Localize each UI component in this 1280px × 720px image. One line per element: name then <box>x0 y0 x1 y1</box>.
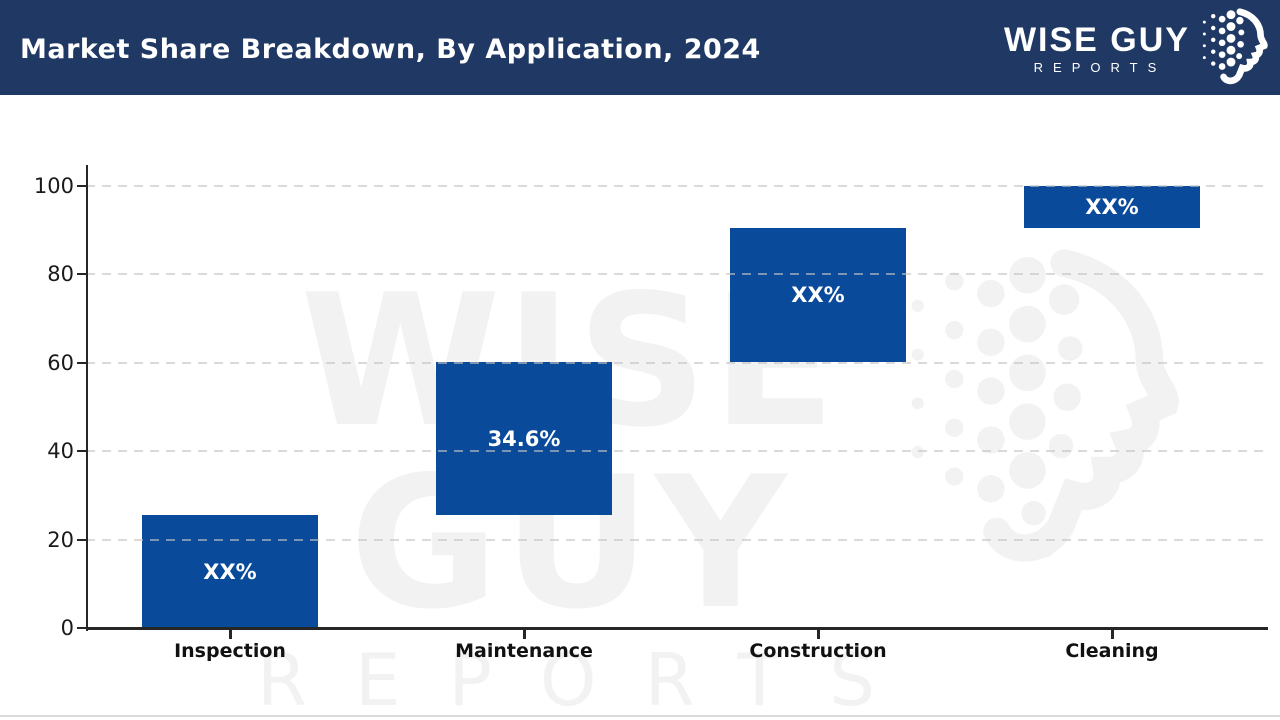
x-axis-tick <box>1111 630 1114 639</box>
y-axis-tick <box>77 361 86 364</box>
y-axis-tick <box>77 450 86 453</box>
bar: XX% <box>142 515 318 628</box>
footer-divider <box>0 715 1280 717</box>
y-axis-line <box>86 165 88 631</box>
logo-head-icon <box>1202 8 1268 85</box>
bar-value-label: XX% <box>791 283 845 308</box>
header-bar: Market Share Breakdown, By Application, … <box>0 0 1280 95</box>
x-axis-line <box>86 627 1268 630</box>
gridline <box>86 538 1268 541</box>
y-axis-tick-label: 100 <box>33 174 74 198</box>
bar: XX% <box>1024 186 1200 228</box>
bar-value-label: XX% <box>1085 194 1139 219</box>
gridline <box>86 450 1268 453</box>
x-axis-tick <box>229 630 232 639</box>
y-axis-tick <box>77 273 86 276</box>
y-axis-tick-label: 40 <box>47 439 74 464</box>
x-axis-label: Maintenance <box>455 640 593 662</box>
logo-tagline: REPORTS <box>1033 59 1167 75</box>
chart-title: Market Share Breakdown, By Application, … <box>20 34 761 65</box>
bar-value-label: 34.6% <box>487 426 561 451</box>
y-axis-tick-label: 80 <box>47 262 74 287</box>
x-axis-tick <box>523 630 526 639</box>
logo-name: WISE GUY <box>1003 20 1190 59</box>
gridline <box>86 361 1268 364</box>
logo-text: WISE GUY REPORTS <box>1004 22 1190 75</box>
wise-guy-logo: WISE GUY REPORTS <box>1004 5 1268 91</box>
bar: XX% <box>730 227 906 363</box>
y-axis-tick-label: 20 <box>47 527 74 552</box>
bar-value-label: XX% <box>203 559 257 584</box>
x-axis-label: Cleaning <box>1065 640 1159 662</box>
gridline <box>86 273 1268 276</box>
y-axis-tick <box>77 185 86 187</box>
x-axis-label: Inspection <box>174 640 286 662</box>
gridline <box>86 185 1268 187</box>
y-axis-tick <box>77 538 86 541</box>
bar: 34.6% <box>436 362 612 516</box>
x-axis-tick <box>817 630 820 639</box>
y-axis-tick <box>77 627 86 629</box>
x-axis-label: Construction <box>749 640 887 662</box>
y-axis-tick-label: 0 <box>60 616 74 640</box>
y-axis-tick-label: 60 <box>47 350 74 375</box>
